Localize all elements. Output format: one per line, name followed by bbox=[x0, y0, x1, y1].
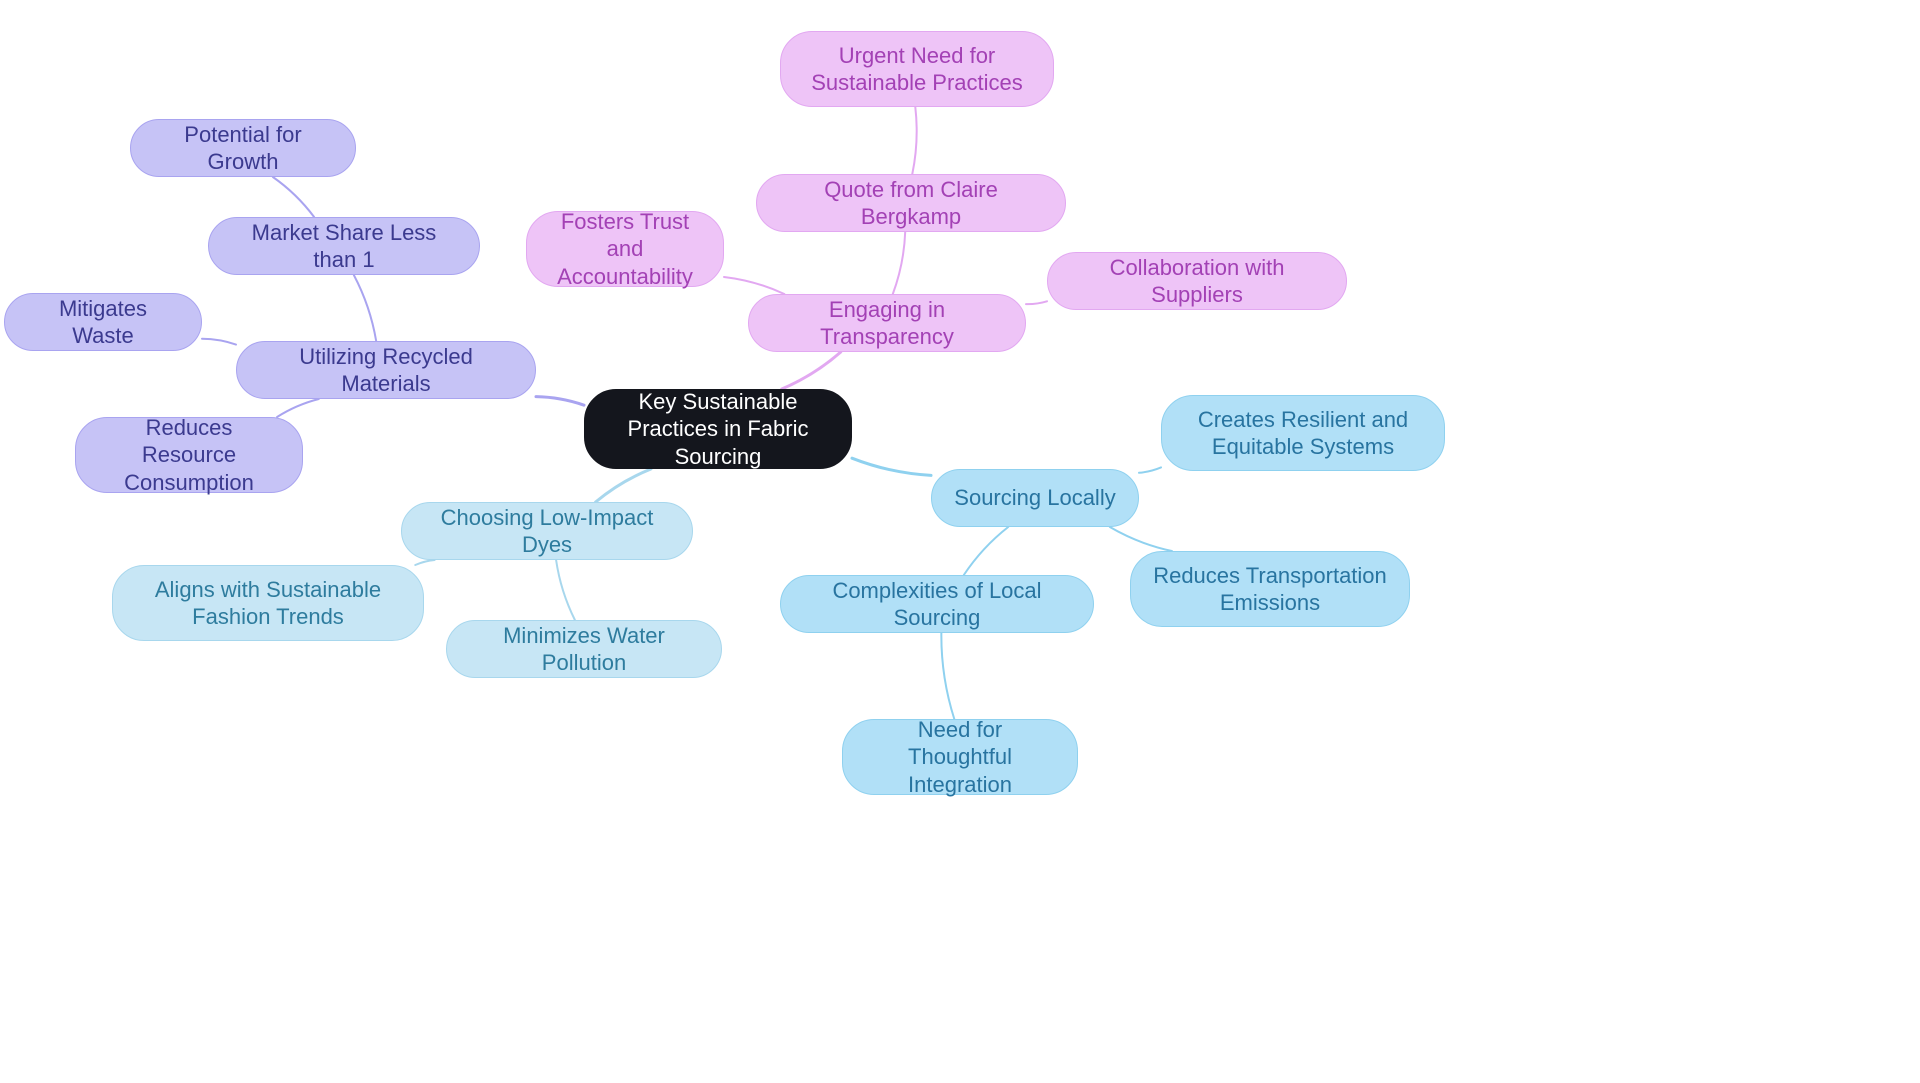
node-local_transport[interactable]: Reduces Transportation Emissions bbox=[1130, 551, 1410, 627]
node-dyes_trends[interactable]: Aligns with Sustainable Fashion Trends bbox=[112, 565, 424, 641]
node-transp_quote[interactable]: Quote from Claire Bergkamp bbox=[756, 174, 1066, 232]
node-label: Market Share Less than 1 bbox=[231, 219, 457, 274]
node-recycled_resource[interactable]: Reduces Resource Consumption bbox=[75, 417, 303, 493]
node-label: Urgent Need for Sustainable Practices bbox=[803, 42, 1031, 97]
node-label: Potential for Growth bbox=[153, 121, 333, 176]
edge bbox=[941, 633, 954, 719]
edge bbox=[556, 560, 575, 620]
edge bbox=[724, 277, 784, 294]
edge bbox=[273, 177, 314, 217]
node-label: Mitigates Waste bbox=[27, 295, 179, 350]
node-label: Key Sustainable Practices in Fabric Sour… bbox=[607, 388, 829, 471]
node-label: Need for Thoughtful Integration bbox=[865, 716, 1055, 799]
mindmap-canvas: Key Sustainable Practices in Fabric Sour… bbox=[0, 0, 1920, 1083]
edge bbox=[536, 397, 584, 406]
node-local[interactable]: Sourcing Locally bbox=[931, 469, 1139, 527]
node-transp_urgent[interactable]: Urgent Need for Sustainable Practices bbox=[780, 31, 1054, 107]
edge bbox=[912, 107, 916, 174]
edge bbox=[893, 232, 905, 294]
node-label: Collaboration with Suppliers bbox=[1070, 254, 1324, 309]
node-local_resilient[interactable]: Creates Resilient and Equitable Systems bbox=[1161, 395, 1445, 471]
node-label: Engaging in Transparency bbox=[771, 296, 1003, 351]
node-recycled_market[interactable]: Market Share Less than 1 bbox=[208, 217, 480, 275]
edge bbox=[415, 560, 434, 565]
node-transparency[interactable]: Engaging in Transparency bbox=[748, 294, 1026, 352]
node-label: Sourcing Locally bbox=[954, 484, 1115, 512]
node-label: Quote from Claire Bergkamp bbox=[779, 176, 1043, 231]
node-recycled_growth[interactable]: Potential for Growth bbox=[130, 119, 356, 177]
node-transp_trust[interactable]: Fosters Trust and Accountability bbox=[526, 211, 724, 287]
node-transp_collab[interactable]: Collaboration with Suppliers bbox=[1047, 252, 1347, 310]
node-label: Utilizing Recycled Materials bbox=[259, 343, 513, 398]
edge bbox=[277, 399, 319, 417]
edge bbox=[852, 458, 931, 475]
edge bbox=[202, 339, 236, 345]
edge bbox=[596, 469, 651, 502]
node-label: Reduces Transportation Emissions bbox=[1153, 562, 1387, 617]
node-local_thoughtful[interactable]: Need for Thoughtful Integration bbox=[842, 719, 1078, 795]
node-dyes_water[interactable]: Minimizes Water Pollution bbox=[446, 620, 722, 678]
node-label: Complexities of Local Sourcing bbox=[803, 577, 1071, 632]
node-label: Minimizes Water Pollution bbox=[469, 622, 699, 677]
edge bbox=[1026, 301, 1047, 304]
node-label: Creates Resilient and Equitable Systems bbox=[1184, 406, 1422, 461]
node-central[interactable]: Key Sustainable Practices in Fabric Sour… bbox=[584, 389, 852, 469]
node-label: Choosing Low-Impact Dyes bbox=[424, 504, 670, 559]
node-dyes[interactable]: Choosing Low-Impact Dyes bbox=[401, 502, 693, 560]
edge bbox=[1110, 527, 1172, 551]
node-label: Reduces Resource Consumption bbox=[98, 414, 280, 497]
node-recycled_waste[interactable]: Mitigates Waste bbox=[4, 293, 202, 351]
edge bbox=[782, 352, 841, 389]
edge bbox=[964, 527, 1008, 575]
node-label: Fosters Trust and Accountability bbox=[549, 208, 701, 291]
edge bbox=[1139, 467, 1161, 472]
node-recycled[interactable]: Utilizing Recycled Materials bbox=[236, 341, 536, 399]
node-label: Aligns with Sustainable Fashion Trends bbox=[135, 576, 401, 631]
node-local_complex[interactable]: Complexities of Local Sourcing bbox=[780, 575, 1094, 633]
edge bbox=[354, 275, 376, 341]
